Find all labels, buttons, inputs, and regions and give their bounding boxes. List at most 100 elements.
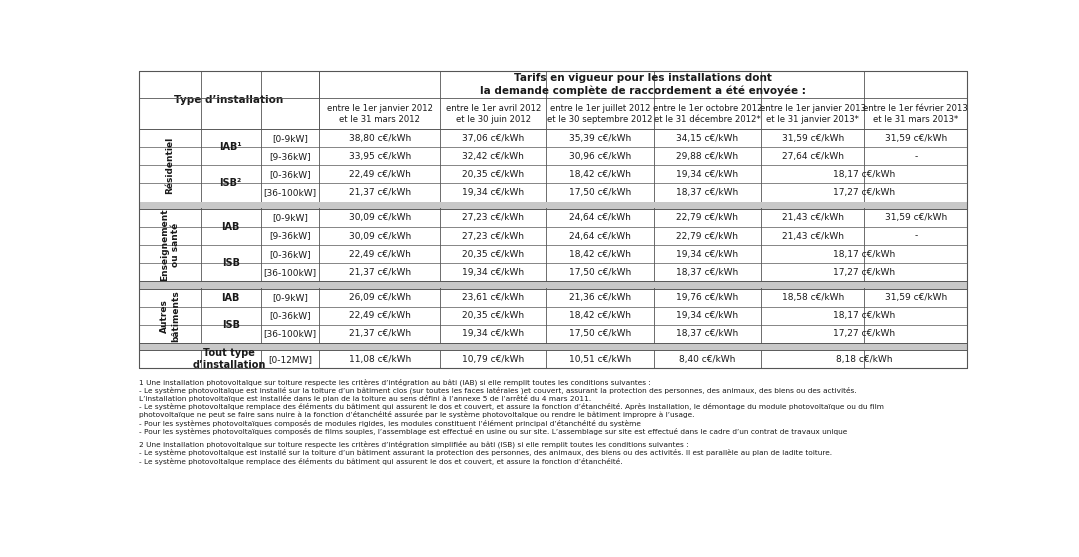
Text: [0-9kW]: [0-9kW] [272,293,308,302]
Text: 24,64 c€/kWh: 24,64 c€/kWh [570,232,631,241]
Text: 21,43 c€/kWh: 21,43 c€/kWh [781,213,844,222]
Text: Enseignement
ou santé: Enseignement ou santé [160,209,180,281]
Text: 2 Une installation photovoltaïque sur toiture respecte les critères d’intégratio: 2 Une installation photovoltaïque sur to… [139,441,688,448]
Text: 31,59 c€/kWh: 31,59 c€/kWh [885,213,947,222]
Text: 27,23 c€/kWh: 27,23 c€/kWh [462,213,524,222]
Text: 19,34 c€/kWh: 19,34 c€/kWh [677,170,738,179]
Text: 17,27 c€/kWh: 17,27 c€/kWh [833,329,896,338]
Text: entre le 1er février 2013
et le 31 mars 2013*: entre le 1er février 2013 et le 31 mars … [863,104,968,124]
Text: 11,08 c€/kWh: 11,08 c€/kWh [349,355,411,364]
Text: 17,50 c€/kWh: 17,50 c€/kWh [569,329,631,338]
Text: 38,80 c€/kWh: 38,80 c€/kWh [349,134,411,143]
Text: 18,37 c€/kWh: 18,37 c€/kWh [677,329,739,338]
Text: entre le 1er juillet 2012
et le 30 septembre 2012: entre le 1er juillet 2012 et le 30 septe… [547,104,653,124]
Text: 32,42 c€/kWh: 32,42 c€/kWh [463,152,524,161]
Text: 21,37 c€/kWh: 21,37 c€/kWh [349,329,411,338]
Text: 37,06 c€/kWh: 37,06 c€/kWh [462,134,524,143]
Text: 21,43 c€/kWh: 21,43 c€/kWh [781,232,844,241]
Text: [36-100kW]: [36-100kW] [263,268,316,277]
Text: 31,59 c€/kWh: 31,59 c€/kWh [885,293,947,302]
Text: 27,64 c€/kWh: 27,64 c€/kWh [781,152,844,161]
Text: ISB: ISB [221,320,240,330]
Text: [9-36kW]: [9-36kW] [269,152,311,161]
Text: - Pour les systèmes photovoltaïques composés de modules rigides, les modules con: - Pour les systèmes photovoltaïques comp… [139,420,641,427]
Text: 35,39 c€/kWh: 35,39 c€/kWh [569,134,631,143]
Text: 17,27 c€/kWh: 17,27 c€/kWh [833,188,896,197]
Text: IAB: IAB [221,292,240,302]
Text: 29,88 c€/kWh: 29,88 c€/kWh [677,152,738,161]
Text: 8,40 c€/kWh: 8,40 c€/kWh [680,355,736,364]
Text: 34,15 c€/kWh: 34,15 c€/kWh [677,134,738,143]
Text: - Le système photovoltaïque remplace des éléments du bâtiment qui assurent le do: - Le système photovoltaïque remplace des… [139,458,623,465]
Bar [139,71,319,129]
Text: 21,37 c€/kWh: 21,37 c€/kWh [349,188,411,197]
Text: 19,34 c€/kWh: 19,34 c€/kWh [462,268,524,277]
Text: 8,18 c€/kWh: 8,18 c€/kWh [836,355,892,364]
Text: 18,17 c€/kWh: 18,17 c€/kWh [833,170,896,179]
Text: 24,64 c€/kWh: 24,64 c€/kWh [570,213,631,222]
Text: Tarifs en vigueur pour les installations dont
la demande complète de raccordemen: Tarifs en vigueur pour les installations… [480,73,806,96]
Text: ISB²: ISB² [220,178,242,188]
Text: Tout type
d’installation: Tout type d’installation [192,348,265,370]
Text: 18,42 c€/kWh: 18,42 c€/kWh [570,311,631,320]
Text: [0-36kW]: [0-36kW] [269,311,311,320]
Text: IAB¹: IAB¹ [219,142,242,152]
Text: 10,51 c€/kWh: 10,51 c€/kWh [569,355,631,364]
Bar [139,281,967,289]
Text: - Pour les systèmes photovoltaïques composés de films souples, l’assemblage est : - Pour les systèmes photovoltaïques comp… [139,428,847,435]
Text: 10,79 c€/kWh: 10,79 c€/kWh [462,355,524,364]
Text: 17,50 c€/kWh: 17,50 c€/kWh [569,268,631,277]
Text: [0-9kW]: [0-9kW] [272,213,308,222]
Text: [9-36kW]: [9-36kW] [269,232,311,241]
Text: Type d’installation: Type d’installation [175,95,284,105]
Text: 19,34 c€/kWh: 19,34 c€/kWh [462,329,524,338]
Text: photovoltaïque ne peut se faire sans nuire à la fonction d’étanchéité assurée pa: photovoltaïque ne peut se faire sans nui… [139,412,694,418]
Text: 30,96 c€/kWh: 30,96 c€/kWh [569,152,631,161]
Text: 19,34 c€/kWh: 19,34 c€/kWh [462,188,524,197]
Bar [139,71,967,368]
Text: 22,49 c€/kWh: 22,49 c€/kWh [349,170,411,179]
Text: - Le système photovoltaïque est installé sur la toiture d’un bâtiment assurant l: - Le système photovoltaïque est installé… [139,449,832,456]
Text: 22,79 c€/kWh: 22,79 c€/kWh [677,213,738,222]
Text: Autres
bâtiments: Autres bâtiments [160,290,180,341]
Bar [139,344,967,350]
Text: 23,61 c€/kWh: 23,61 c€/kWh [462,293,524,302]
Text: entre le 1er avril 2012
et le 30 juin 2012: entre le 1er avril 2012 et le 30 juin 20… [446,104,541,124]
Text: Résidentiel: Résidentiel [165,137,175,194]
Bar [139,71,967,368]
Text: 18,17 c€/kWh: 18,17 c€/kWh [833,250,896,258]
Text: 18,17 c€/kWh: 18,17 c€/kWh [833,311,896,320]
Text: entre le 1er janvier 2013
et le 31 janvier 2013*: entre le 1er janvier 2013 et le 31 janvi… [760,104,865,124]
Text: 22,49 c€/kWh: 22,49 c€/kWh [349,311,411,320]
Text: 30,09 c€/kWh: 30,09 c€/kWh [349,213,411,222]
Text: [0-12MW]: [0-12MW] [268,355,312,364]
Bar [139,343,967,350]
Text: 22,79 c€/kWh: 22,79 c€/kWh [677,232,738,241]
Text: 20,35 c€/kWh: 20,35 c€/kWh [462,170,524,179]
Text: [0-9kW]: [0-9kW] [272,134,308,143]
Text: [36-100kW]: [36-100kW] [263,188,316,197]
Text: 20,35 c€/kWh: 20,35 c€/kWh [462,250,524,258]
Text: 18,37 c€/kWh: 18,37 c€/kWh [677,188,739,197]
Text: 26,09 c€/kWh: 26,09 c€/kWh [349,293,411,302]
Text: 17,50 c€/kWh: 17,50 c€/kWh [569,188,631,197]
Text: 22,49 c€/kWh: 22,49 c€/kWh [349,250,411,258]
Text: [0-36kW]: [0-36kW] [269,170,311,179]
Text: ISB: ISB [221,258,240,268]
Text: 27,23 c€/kWh: 27,23 c€/kWh [462,232,524,241]
Text: [36-100kW]: [36-100kW] [263,329,316,338]
Text: 21,36 c€/kWh: 21,36 c€/kWh [569,293,631,302]
Text: 21,37 c€/kWh: 21,37 c€/kWh [349,268,411,277]
Text: 19,34 c€/kWh: 19,34 c€/kWh [677,250,738,258]
Text: -: - [914,152,917,161]
Text: 33,95 c€/kWh: 33,95 c€/kWh [349,152,411,161]
Text: 31,59 c€/kWh: 31,59 c€/kWh [781,134,844,143]
Text: 20,35 c€/kWh: 20,35 c€/kWh [462,311,524,320]
Text: [0-36kW]: [0-36kW] [269,250,311,258]
Text: 19,34 c€/kWh: 19,34 c€/kWh [677,311,738,320]
Text: -: - [914,232,917,241]
Text: 18,42 c€/kWh: 18,42 c€/kWh [570,250,631,258]
Text: 1 Une installation photovoltaïque sur toiture respecte les critères d’intégratio: 1 Une installation photovoltaïque sur to… [139,378,651,385]
Text: - Le système photovoltaïque est installé sur la toiture d’un bâtiment clos (sur : - Le système photovoltaïque est installé… [139,387,857,394]
Text: entre le 1er octobre 2012
et le 31 décembre 2012*: entre le 1er octobre 2012 et le 31 décem… [653,104,762,124]
